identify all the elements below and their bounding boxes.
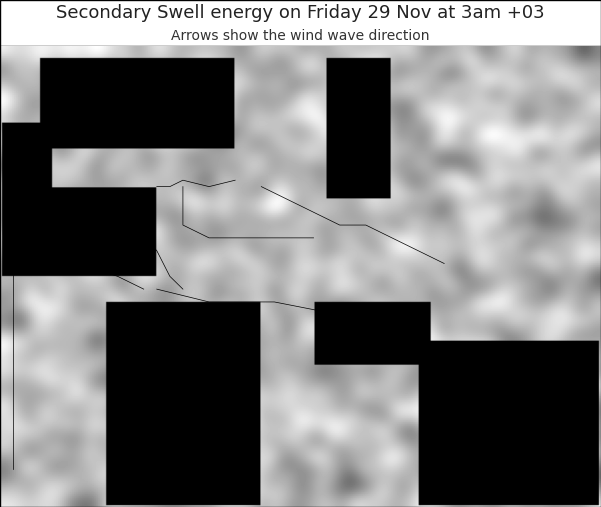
Text: Secondary Swell energy on Friday 29 Nov at 3am +03: Secondary Swell energy on Friday 29 Nov … xyxy=(56,4,545,22)
Text: Arrows show the wind wave direction: Arrows show the wind wave direction xyxy=(171,28,430,43)
